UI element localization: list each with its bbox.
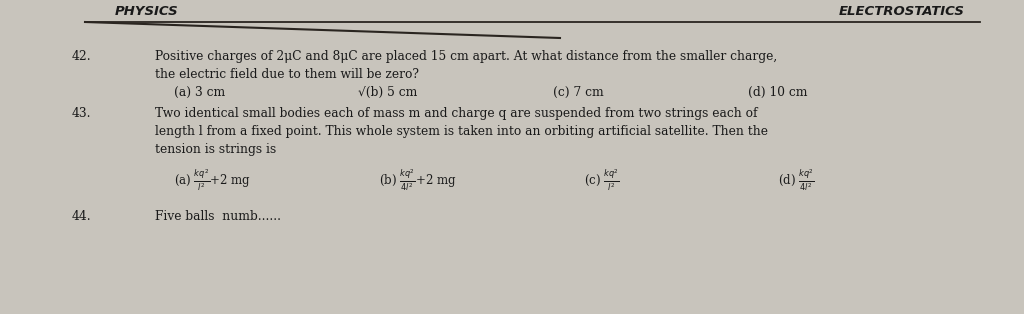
Text: PHYSICS: PHYSICS <box>115 5 178 18</box>
Text: 43.: 43. <box>72 107 91 120</box>
Text: 42.: 42. <box>72 50 91 63</box>
Text: (a) 3 cm: (a) 3 cm <box>174 86 225 99</box>
Text: (d) $\frac{kq^2}{4l^2}$: (d) $\frac{kq^2}{4l^2}$ <box>778 168 815 193</box>
Text: √(b) 5 cm: √(b) 5 cm <box>358 86 418 99</box>
Text: Five balls  numb......: Five balls numb...... <box>155 210 281 223</box>
Text: ELECTROSTATICS: ELECTROSTATICS <box>839 5 965 18</box>
Text: Positive charges of 2μC and 8μC are placed 15 cm apart. At what distance from th: Positive charges of 2μC and 8μC are plac… <box>155 50 777 63</box>
Text: (a) $\frac{kq^2}{l^2}$+2 mg: (a) $\frac{kq^2}{l^2}$+2 mg <box>174 168 251 193</box>
Text: (c) 7 cm: (c) 7 cm <box>553 86 604 99</box>
Text: tension is strings is: tension is strings is <box>155 143 276 156</box>
Text: (d) 10 cm: (d) 10 cm <box>748 86 807 99</box>
Text: (b) $\frac{kq^2}{4l^2}$+2 mg: (b) $\frac{kq^2}{4l^2}$+2 mg <box>379 168 457 193</box>
Text: (c) $\frac{kq^2}{l^2}$: (c) $\frac{kq^2}{l^2}$ <box>584 168 620 193</box>
Text: the electric field due to them will be zero?: the electric field due to them will be z… <box>155 68 419 81</box>
Text: length l from a fixed point. This whole system is taken into an orbiting artific: length l from a fixed point. This whole … <box>155 125 768 138</box>
Text: 44.: 44. <box>72 210 91 223</box>
Text: Two identical small bodies each of mass m and charge q are suspended from two st: Two identical small bodies each of mass … <box>155 107 758 120</box>
